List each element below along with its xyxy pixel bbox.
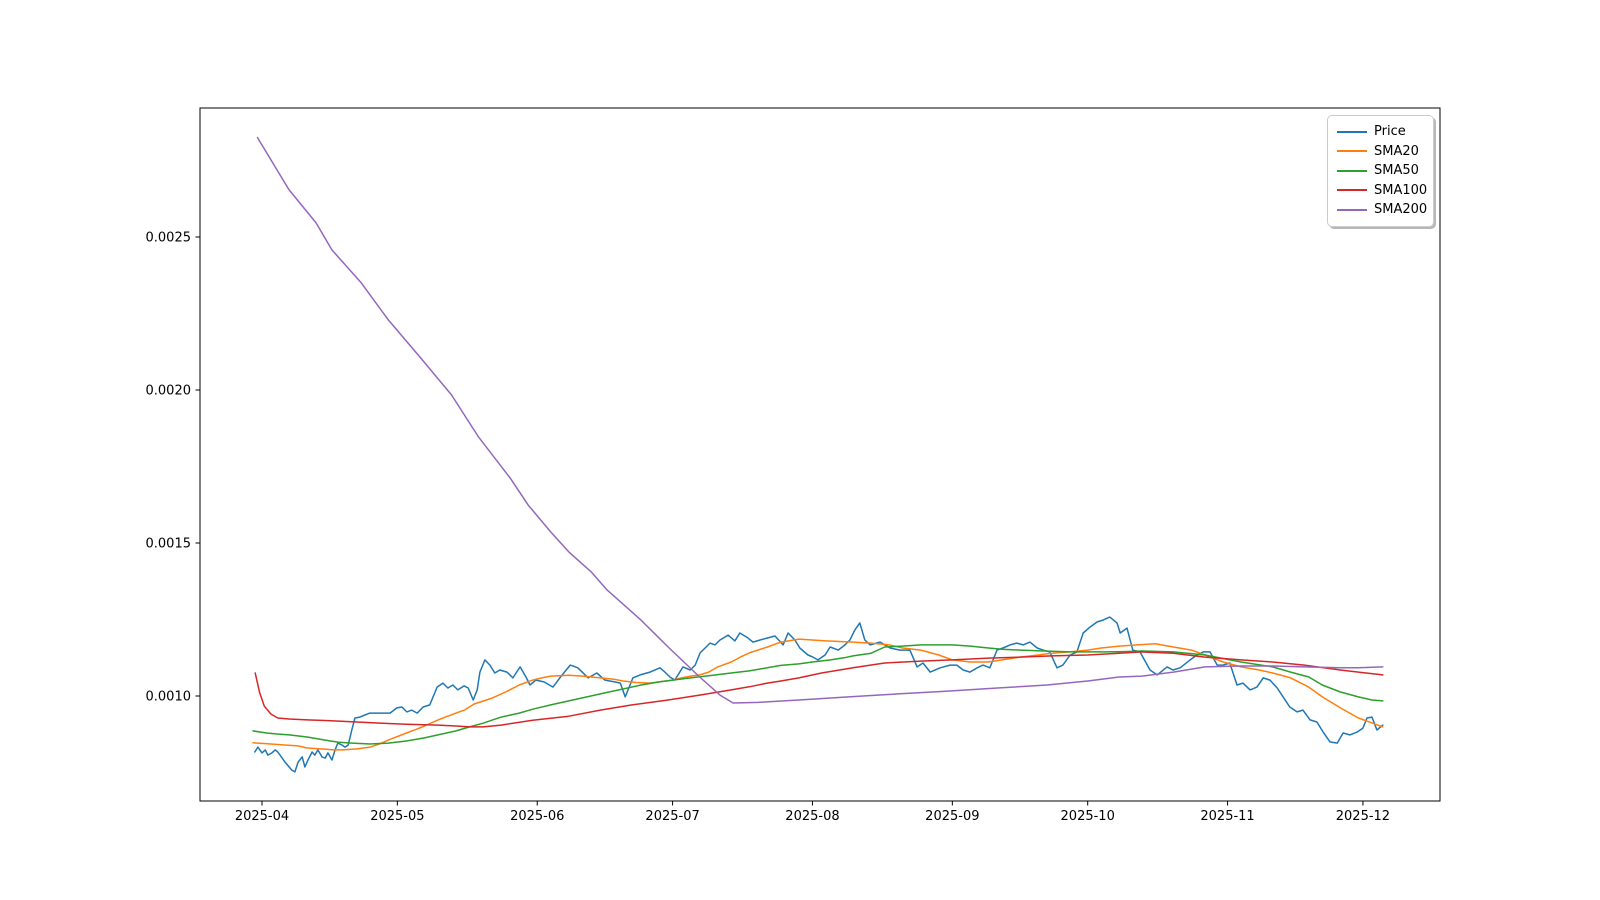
series-line-sma20 bbox=[252, 638, 1384, 751]
series-line-sma50 bbox=[252, 644, 1384, 745]
legend-line-swatch bbox=[1337, 130, 1367, 133]
x-axis-tick-label: 2025-09 bbox=[925, 809, 979, 824]
x-axis-tick-label: 2025-12 bbox=[1336, 809, 1390, 824]
legend-label: SMA200 bbox=[1374, 202, 1428, 218]
y-axis-tick-label: 0.0020 bbox=[146, 384, 192, 399]
x-axis-tick-label: 2025-04 bbox=[235, 809, 289, 824]
x-axis-tick-label: 2025-10 bbox=[1061, 809, 1115, 824]
series-line-sma100 bbox=[254, 651, 1384, 728]
legend-label: SMA50 bbox=[1374, 163, 1419, 179]
legend-line-swatch bbox=[1337, 189, 1367, 192]
legend-label: SMA20 bbox=[1374, 143, 1419, 159]
x-axis-tick-label: 2025-06 bbox=[510, 809, 564, 824]
legend-label: Price bbox=[1374, 124, 1406, 140]
legend: Price SMA20 SMA50 SMA100 SMA200 bbox=[1327, 115, 1434, 227]
x-axis-tick-label: 2025-11 bbox=[1200, 809, 1254, 824]
legend-entry-sma50: SMA50 bbox=[1337, 161, 1424, 181]
legend-line-swatch bbox=[1337, 208, 1367, 211]
x-axis-tick-label: 2025-05 bbox=[370, 809, 424, 824]
y-axis-tick-label: 0.0015 bbox=[146, 537, 192, 552]
y-axis-tick-label: 0.0025 bbox=[146, 231, 192, 246]
series-line-price bbox=[254, 616, 1384, 773]
legend-entry-sma20: SMA20 bbox=[1337, 142, 1424, 162]
legend-label: SMA100 bbox=[1374, 182, 1428, 198]
legend-line-swatch bbox=[1337, 169, 1367, 172]
axes-frame bbox=[199, 107, 1441, 802]
x-axis-tick-label: 2025-08 bbox=[785, 809, 839, 824]
x-axis-tick-label: 2025-07 bbox=[645, 809, 699, 824]
y-axis-tick-label: 0.0010 bbox=[146, 690, 192, 705]
legend-line-swatch bbox=[1337, 150, 1367, 153]
legend-entry-price: Price bbox=[1337, 122, 1424, 142]
legend-entry-sma200: SMA200 bbox=[1337, 200, 1428, 220]
series-line-sma200 bbox=[256, 136, 1384, 704]
legend-entry-sma100: SMA100 bbox=[1337, 181, 1428, 201]
